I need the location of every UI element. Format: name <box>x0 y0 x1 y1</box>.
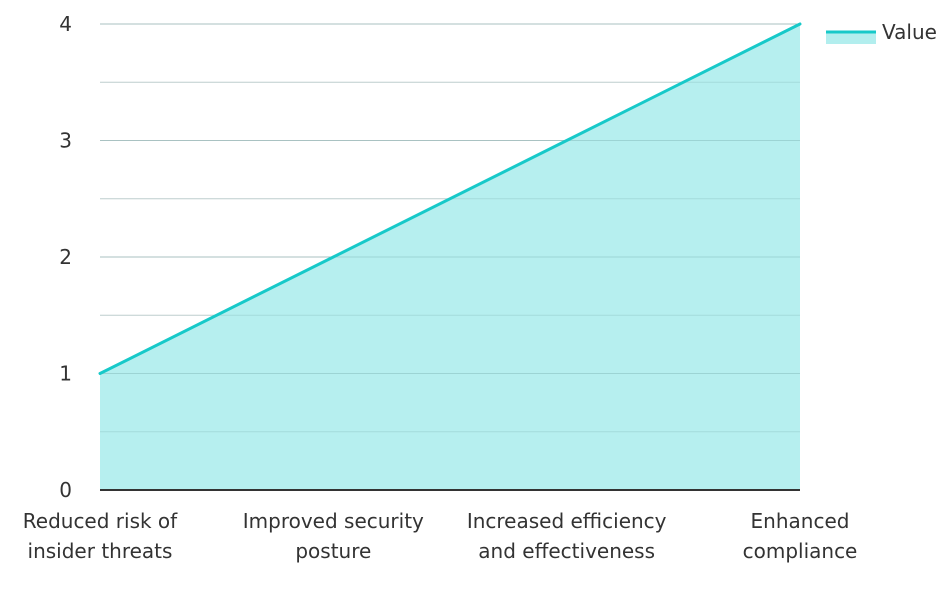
x-tick-label: Increased efficiency and effectiveness <box>467 509 667 563</box>
x-axis-ticks: Reduced risk of insider threats Improved s… <box>23 509 858 563</box>
y-tick-label: 2 <box>59 245 72 269</box>
x-tick-label: Reduced risk of insider threats <box>23 509 178 563</box>
series-area <box>98 22 802 490</box>
y-tick-label: 1 <box>59 362 72 386</box>
series-area-fill <box>100 24 800 490</box>
legend: Value <box>826 20 937 44</box>
y-tick-label: 4 <box>59 12 72 36</box>
y-axis-ticks: 0 1 2 3 4 <box>59 12 72 502</box>
series-line <box>98 22 802 375</box>
legend-label: Value <box>882 20 937 44</box>
y-tick-label: 0 <box>59 478 72 502</box>
y-tick-label: 3 <box>59 129 72 153</box>
x-tick-label: Enhanced compliance <box>743 509 858 563</box>
legend-swatch-fill <box>826 32 876 44</box>
x-tick-label: Improved security posture <box>243 509 424 563</box>
